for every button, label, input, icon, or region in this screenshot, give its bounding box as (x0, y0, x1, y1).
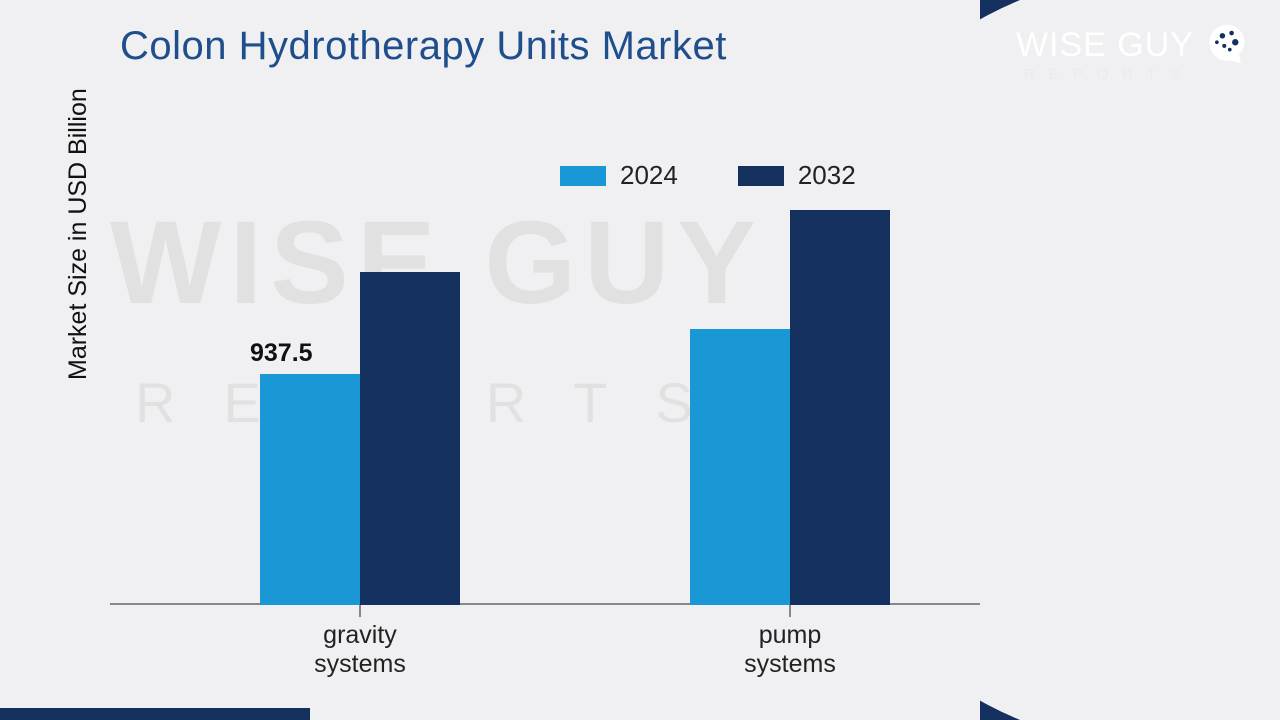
chart-title: Colon Hydrotherapy Units Market (120, 24, 727, 69)
legend-label: 2024 (620, 160, 678, 191)
brand-logo: WISE GUY REPORTS (990, 22, 1250, 83)
legend-item-s2024: 2024 (560, 160, 678, 191)
brand-logo-main: WISE GUY (1016, 26, 1194, 65)
y-axis-label: Market Size in USD Billion (64, 88, 93, 380)
category-label: gravitysystems (290, 621, 430, 679)
bar-s2032 (790, 210, 890, 605)
x-tick (789, 605, 791, 617)
category-label: pumpsystems (720, 621, 860, 679)
bar-value-label: 937.5 (250, 339, 313, 368)
bar-s2024 (690, 329, 790, 606)
brand-logo-sub: REPORTS (990, 66, 1194, 83)
legend-swatch (738, 166, 784, 186)
legend-item-s2032: 2032 (738, 160, 856, 191)
plot-area: 937.5gravitysystemspumpsystems (110, 210, 980, 605)
legend-swatch (560, 166, 606, 186)
bottom-accent-bar (0, 708, 310, 720)
legend-label: 2032 (798, 160, 856, 191)
head-icon (1204, 22, 1250, 68)
x-tick (359, 605, 361, 617)
bar-s2032 (360, 272, 460, 605)
chart-canvas: WISE GUY REPORTS Colon Hydrotherapy Unit… (0, 0, 1280, 720)
bar-s2024 (260, 374, 360, 605)
legend: 2024 2032 (560, 160, 856, 191)
